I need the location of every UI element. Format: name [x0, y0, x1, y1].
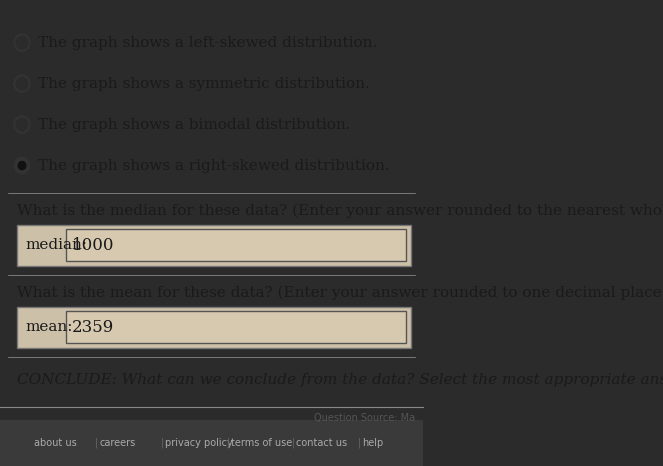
Text: terms of use: terms of use	[231, 438, 292, 448]
FancyBboxPatch shape	[0, 0, 423, 24]
Text: Question Source: Ma: Question Source: Ma	[314, 413, 415, 423]
Text: |: |	[95, 438, 99, 448]
FancyBboxPatch shape	[17, 307, 410, 348]
Text: |: |	[161, 438, 164, 448]
FancyBboxPatch shape	[0, 420, 423, 466]
Text: about us: about us	[34, 438, 77, 448]
Text: What is the median for these data? (Enter your answer rounded to the nearest who: What is the median for these data? (Ente…	[17, 204, 663, 218]
Text: help: help	[362, 438, 383, 448]
Text: The graph shows a bimodal distribution.: The graph shows a bimodal distribution.	[38, 117, 351, 131]
Text: The graph shows a left-skewed distribution.: The graph shows a left-skewed distributi…	[38, 35, 377, 50]
Text: privacy policy: privacy policy	[165, 438, 233, 448]
Text: |: |	[357, 438, 361, 448]
FancyBboxPatch shape	[17, 225, 410, 266]
Text: contact us: contact us	[296, 438, 347, 448]
Text: 1000: 1000	[72, 237, 115, 254]
Text: |: |	[292, 438, 295, 448]
Text: The graph shows a right-skewed distribution.: The graph shows a right-skewed distribut…	[38, 158, 390, 172]
Text: median:: median:	[25, 238, 88, 252]
Circle shape	[18, 161, 26, 170]
Text: careers: careers	[99, 438, 136, 448]
Text: |: |	[227, 438, 229, 448]
Text: 2359: 2359	[72, 319, 114, 336]
Text: mean:: mean:	[25, 320, 73, 334]
Text: CONCLUDE: What can we conclude from the data? Select the most appropriate answer: CONCLUDE: What can we conclude from the …	[17, 372, 663, 386]
FancyBboxPatch shape	[66, 229, 406, 261]
FancyBboxPatch shape	[66, 311, 406, 343]
Text: What is the mean for these data? (Enter your answer rounded to one decimal place: What is the mean for these data? (Enter …	[17, 286, 663, 300]
Text: The graph shows a symmetric distribution.: The graph shows a symmetric distribution…	[38, 76, 370, 90]
Circle shape	[15, 158, 30, 174]
